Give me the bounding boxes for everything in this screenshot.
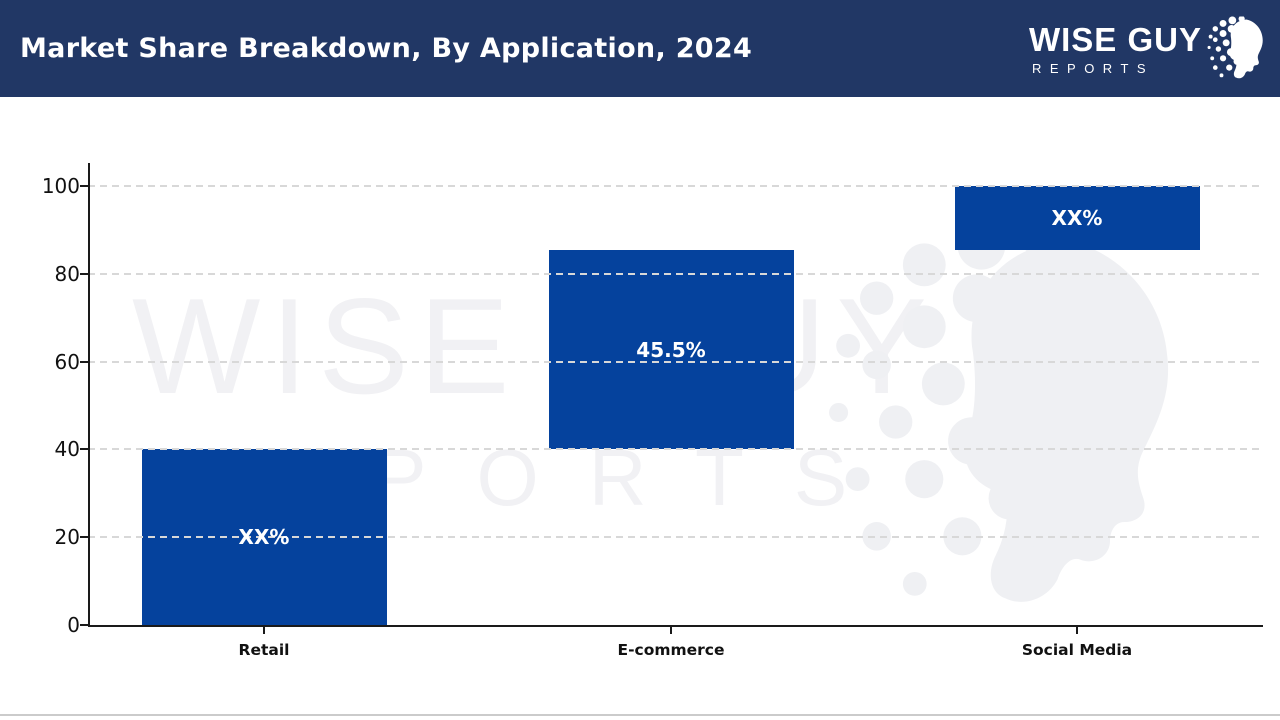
gridline-20 bbox=[88, 536, 1263, 539]
y-axis bbox=[88, 163, 90, 627]
y-tick-mark-80 bbox=[80, 272, 88, 275]
y-tick-label-0: 0 bbox=[67, 613, 80, 637]
watermark-face-icon bbox=[795, 222, 1225, 622]
brand-wordmark: WISE GUY bbox=[1028, 21, 1202, 58]
y-tick-mark-0 bbox=[80, 624, 88, 626]
page-title: Market Share Breakdown, By Application, … bbox=[20, 33, 753, 64]
bar-label-e-commerce: 45.5% bbox=[636, 337, 706, 362]
y-tick-mark-100 bbox=[80, 185, 88, 187]
gridline-80 bbox=[88, 272, 1263, 275]
watermark-text-line1: WISE GUY bbox=[132, 270, 938, 422]
x-category-label-e-commerce: E-commerce bbox=[617, 641, 725, 659]
x-axis bbox=[88, 625, 1263, 627]
bar-label-social-media: XX% bbox=[1051, 205, 1103, 230]
x-category-label-retail: Retail bbox=[238, 641, 290, 659]
y-tick-label-40: 40 bbox=[54, 437, 80, 462]
brand-logo: WISE GUY REPORTS bbox=[1029, 7, 1268, 91]
y-tick-label-20: 20 bbox=[54, 525, 80, 550]
brand-text: WISE GUY REPORTS bbox=[1028, 21, 1202, 77]
y-tick-mark-60 bbox=[80, 360, 88, 363]
y-tick-label-100: 100 bbox=[41, 174, 80, 198]
x-tick-mark-retail bbox=[263, 627, 265, 634]
y-tick-label-60: 60 bbox=[54, 349, 80, 374]
y-tick-mark-40 bbox=[80, 448, 88, 451]
gridline-60 bbox=[88, 360, 1263, 363]
bar-social-media bbox=[954, 186, 1200, 250]
bar-e-commerce bbox=[548, 249, 794, 450]
y-tick-label-80: 80 bbox=[54, 261, 80, 286]
x-category-label-social-media: Social Media bbox=[1021, 641, 1133, 659]
y-tick-mark-20 bbox=[80, 536, 88, 539]
x-tick-mark-e-commerce bbox=[670, 627, 672, 634]
header: Market Share Breakdown, By Application, … bbox=[0, 0, 1280, 97]
bar-label-retail: XX% bbox=[238, 525, 290, 550]
x-tick-mark-social-media bbox=[1076, 627, 1078, 634]
brand-subtext: REPORTS bbox=[1031, 61, 1155, 76]
gridline-100 bbox=[88, 185, 1263, 187]
bottom-divider bbox=[0, 714, 1280, 716]
brand-face-icon bbox=[1206, 9, 1268, 89]
gridline-40 bbox=[88, 448, 1263, 451]
